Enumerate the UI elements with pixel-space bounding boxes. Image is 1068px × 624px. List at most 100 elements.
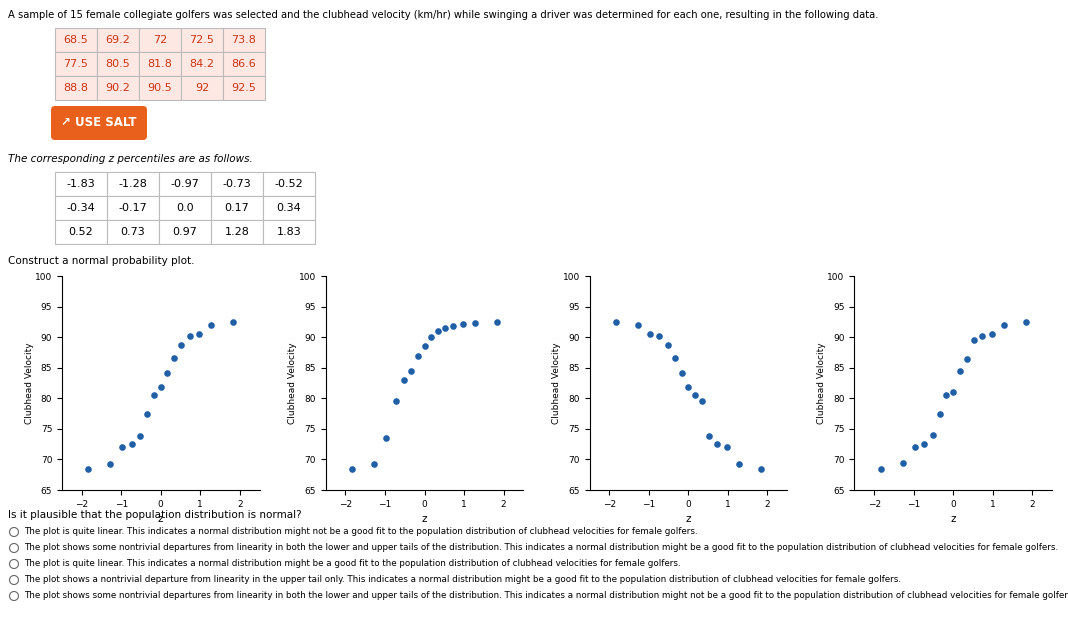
Point	[409, 351, 426, 361]
Point	[894, 457, 911, 467]
Point	[173, 339, 190, 349]
Text: The plot is quite linear. This indicates a normal distribution might not be a go: The plot is quite linear. This indicates…	[23, 527, 697, 537]
Point	[365, 459, 382, 469]
Point	[182, 331, 199, 341]
FancyBboxPatch shape	[107, 196, 159, 220]
Point	[159, 368, 176, 378]
Text: 68.5: 68.5	[64, 35, 89, 45]
Y-axis label: Clubhead Velocity: Clubhead Velocity	[288, 343, 297, 424]
Point	[983, 329, 1000, 339]
FancyBboxPatch shape	[139, 76, 180, 100]
Text: 77.5: 77.5	[64, 59, 89, 69]
FancyBboxPatch shape	[263, 196, 315, 220]
Point	[629, 320, 646, 330]
Text: -0.34: -0.34	[66, 203, 95, 213]
Point	[467, 318, 484, 328]
FancyBboxPatch shape	[159, 172, 211, 196]
Point	[101, 459, 119, 469]
Text: 0.34: 0.34	[277, 203, 301, 213]
Point	[650, 331, 668, 341]
Point	[931, 409, 948, 419]
FancyBboxPatch shape	[223, 76, 265, 100]
FancyBboxPatch shape	[159, 196, 211, 220]
Point	[873, 464, 890, 474]
X-axis label: z: z	[686, 514, 691, 524]
Point	[454, 319, 471, 329]
Point	[415, 341, 434, 351]
Text: 80.5: 80.5	[106, 59, 130, 69]
Point	[701, 431, 718, 441]
Y-axis label: Clubhead Velocity: Clubhead Velocity	[25, 343, 33, 424]
Point	[131, 431, 148, 441]
Point	[693, 396, 710, 406]
Point	[378, 433, 395, 443]
Text: 92: 92	[194, 83, 209, 93]
Text: The plot is quite linear. This indicates a normal distribution might be a good f: The plot is quite linear. This indicates…	[23, 560, 680, 568]
X-axis label: z: z	[422, 514, 427, 524]
Text: 0.17: 0.17	[224, 203, 249, 213]
FancyBboxPatch shape	[54, 172, 107, 196]
Text: Is it plausible that the population distribution is normal?: Is it plausible that the population dist…	[7, 510, 301, 520]
Point	[445, 321, 462, 331]
Point	[958, 354, 975, 364]
FancyBboxPatch shape	[54, 28, 97, 52]
Text: 90.5: 90.5	[147, 83, 172, 93]
FancyBboxPatch shape	[211, 196, 263, 220]
Text: -0.52: -0.52	[274, 179, 303, 189]
FancyBboxPatch shape	[97, 76, 139, 100]
Point	[488, 317, 505, 327]
FancyBboxPatch shape	[139, 28, 180, 52]
Point	[915, 439, 932, 449]
Text: The plot shows some nontrivial departures from linearity in both the lower and u: The plot shows some nontrivial departure…	[23, 544, 1058, 552]
Text: 90.2: 90.2	[106, 83, 130, 93]
Point	[437, 323, 454, 333]
Text: 1.83: 1.83	[277, 227, 301, 237]
FancyBboxPatch shape	[54, 52, 97, 76]
FancyBboxPatch shape	[223, 52, 265, 76]
FancyBboxPatch shape	[263, 220, 315, 244]
Point	[680, 383, 697, 392]
Point	[387, 396, 404, 406]
Text: 72.5: 72.5	[189, 35, 215, 45]
Text: 0.52: 0.52	[68, 227, 93, 237]
FancyBboxPatch shape	[180, 52, 223, 76]
Text: The corresponding z percentiles are as follows.: The corresponding z percentiles are as f…	[7, 154, 253, 164]
Text: A sample of 15 female collegiate golfers was selected and the clubhead velocity : A sample of 15 female collegiate golfers…	[7, 10, 879, 20]
Point	[423, 333, 440, 343]
Text: 72: 72	[153, 35, 167, 45]
Point	[731, 459, 748, 469]
FancyBboxPatch shape	[54, 196, 107, 220]
Text: -1.28: -1.28	[119, 179, 147, 189]
Point	[718, 442, 735, 452]
Text: 73.8: 73.8	[232, 35, 256, 45]
Text: -0.17: -0.17	[119, 203, 147, 213]
FancyBboxPatch shape	[97, 28, 139, 52]
FancyBboxPatch shape	[211, 172, 263, 196]
Point	[687, 391, 704, 401]
Point	[945, 388, 962, 397]
FancyBboxPatch shape	[107, 172, 159, 196]
Text: ↗ USE SALT: ↗ USE SALT	[61, 117, 137, 130]
Point	[429, 326, 446, 336]
FancyBboxPatch shape	[223, 28, 265, 52]
Text: 0.97: 0.97	[173, 227, 198, 237]
FancyBboxPatch shape	[180, 28, 223, 52]
Point	[190, 329, 207, 339]
X-axis label: z: z	[158, 514, 163, 524]
FancyBboxPatch shape	[54, 220, 107, 244]
Text: 88.8: 88.8	[63, 83, 89, 93]
Text: -0.73: -0.73	[222, 179, 251, 189]
FancyBboxPatch shape	[139, 52, 180, 76]
Point	[642, 329, 659, 339]
Point	[403, 366, 420, 376]
Text: 81.8: 81.8	[147, 59, 172, 69]
Point	[80, 464, 97, 474]
Point	[752, 464, 769, 474]
Point	[114, 442, 131, 452]
Text: 1.28: 1.28	[224, 227, 250, 237]
Point	[965, 335, 983, 345]
FancyBboxPatch shape	[97, 52, 139, 76]
Point	[608, 317, 625, 327]
Point	[123, 439, 140, 449]
Point	[938, 391, 955, 401]
